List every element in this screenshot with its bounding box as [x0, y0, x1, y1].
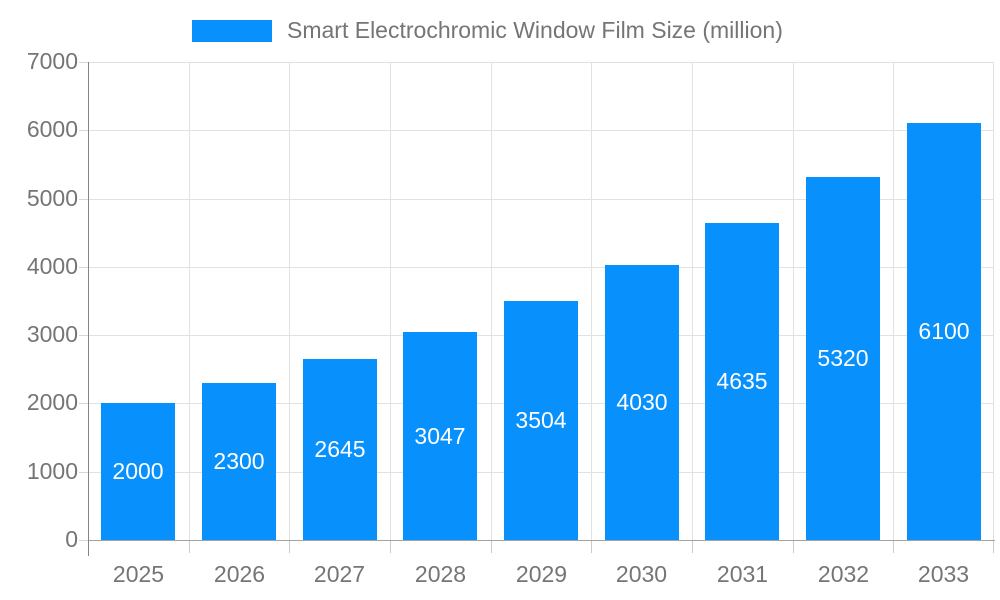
x-tick-3	[390, 540, 391, 553]
x-axis-label-2032: 2032	[817, 561, 870, 587]
bar-2029-text: 3504	[515, 407, 567, 433]
x-axis-label-2026: 2026	[213, 561, 266, 587]
bar-2032[interactable]: 5320	[806, 177, 880, 540]
gridline-x-3	[390, 62, 391, 540]
gridline-y-5000	[88, 199, 994, 200]
bar-2026-text: 2300	[213, 448, 265, 474]
legend-item[interactable]: Smart Electrochromic Window Film Size (m…	[192, 17, 783, 44]
bar-2033[interactable]: 6100	[907, 123, 981, 540]
y-tick-2000	[79, 403, 88, 404]
y-axis-label-5000: 5000	[26, 185, 78, 211]
bar-2026[interactable]: 2300	[202, 383, 276, 540]
bar-2032-text: 5320	[817, 345, 869, 371]
gridline-x-7	[793, 62, 794, 540]
gridline-x-6	[692, 62, 693, 540]
x-tick-1	[189, 540, 190, 553]
x-tick-4	[491, 540, 492, 553]
x-axis-label-2030: 2030	[615, 561, 668, 587]
legend-swatch	[192, 19, 272, 42]
bar-2030[interactable]: 4030	[605, 265, 679, 540]
y-tick-6000	[79, 130, 88, 131]
x-tick-2	[289, 540, 290, 553]
gridline-x-8	[893, 62, 894, 540]
gridline-y-7000	[88, 62, 994, 63]
gridline-y-6000	[88, 130, 994, 131]
y-tick-4000	[79, 267, 88, 268]
bar-2027[interactable]: 2645	[303, 359, 377, 540]
gridline-x-4	[491, 62, 492, 540]
x-axis-label-2029: 2029	[515, 561, 568, 587]
legend-label: Smart Electrochromic Window Film Size (m…	[287, 17, 783, 43]
y-axis-label-3000: 3000	[26, 321, 78, 347]
bar-2028[interactable]: 3047	[403, 332, 477, 540]
bar-2031[interactable]: 4635	[705, 223, 779, 540]
y-tick-1000	[79, 472, 88, 473]
y-axis-label-7000: 7000	[26, 48, 78, 74]
x-axis-label-2033: 2033	[917, 561, 970, 587]
bar-2028-text: 3047	[414, 422, 466, 449]
y-tick-0	[79, 540, 88, 541]
y-axis-label-1000: 1000	[26, 458, 78, 484]
gridline-x-5	[591, 62, 592, 540]
x-axis-line	[88, 540, 995, 541]
x-tick-8	[893, 540, 894, 553]
x-axis-label-2031: 2031	[716, 561, 769, 587]
bar-2029[interactable]: 3504	[504, 301, 578, 540]
y-axis-label-6000: 6000	[26, 116, 78, 142]
x-tick-9	[993, 540, 994, 553]
y-tick-3000	[79, 335, 88, 336]
x-axis-label-2025: 2025	[112, 561, 165, 587]
bar-2031-text: 4635	[716, 368, 768, 394]
gridline-x-2	[289, 62, 290, 540]
x-axis-label-2028: 2028	[414, 561, 467, 587]
x-tick-7	[793, 540, 794, 553]
bar-2025-text: 2000	[112, 458, 164, 484]
y-axis-line	[88, 62, 89, 556]
bar-2033-text: 6100	[918, 318, 970, 344]
y-tick-5000	[79, 199, 88, 200]
bar-2030-text: 4030	[616, 389, 668, 415]
bar-2025[interactable]: 2000	[101, 403, 175, 540]
gridline-x-9	[993, 62, 994, 540]
x-axis-label-2027: 2027	[313, 561, 366, 587]
x-tick-5	[591, 540, 592, 553]
gridline-y-4000	[88, 267, 994, 268]
gridline-x-1	[189, 62, 190, 540]
y-tick-7000	[79, 62, 88, 63]
y-axis-label-2000: 2000	[26, 389, 78, 415]
x-tick-6	[692, 540, 693, 553]
y-axis-label-0: 0	[65, 526, 78, 552]
y-axis-label-4000: 4000	[26, 253, 78, 279]
bar-2027-text: 2645	[314, 436, 366, 462]
